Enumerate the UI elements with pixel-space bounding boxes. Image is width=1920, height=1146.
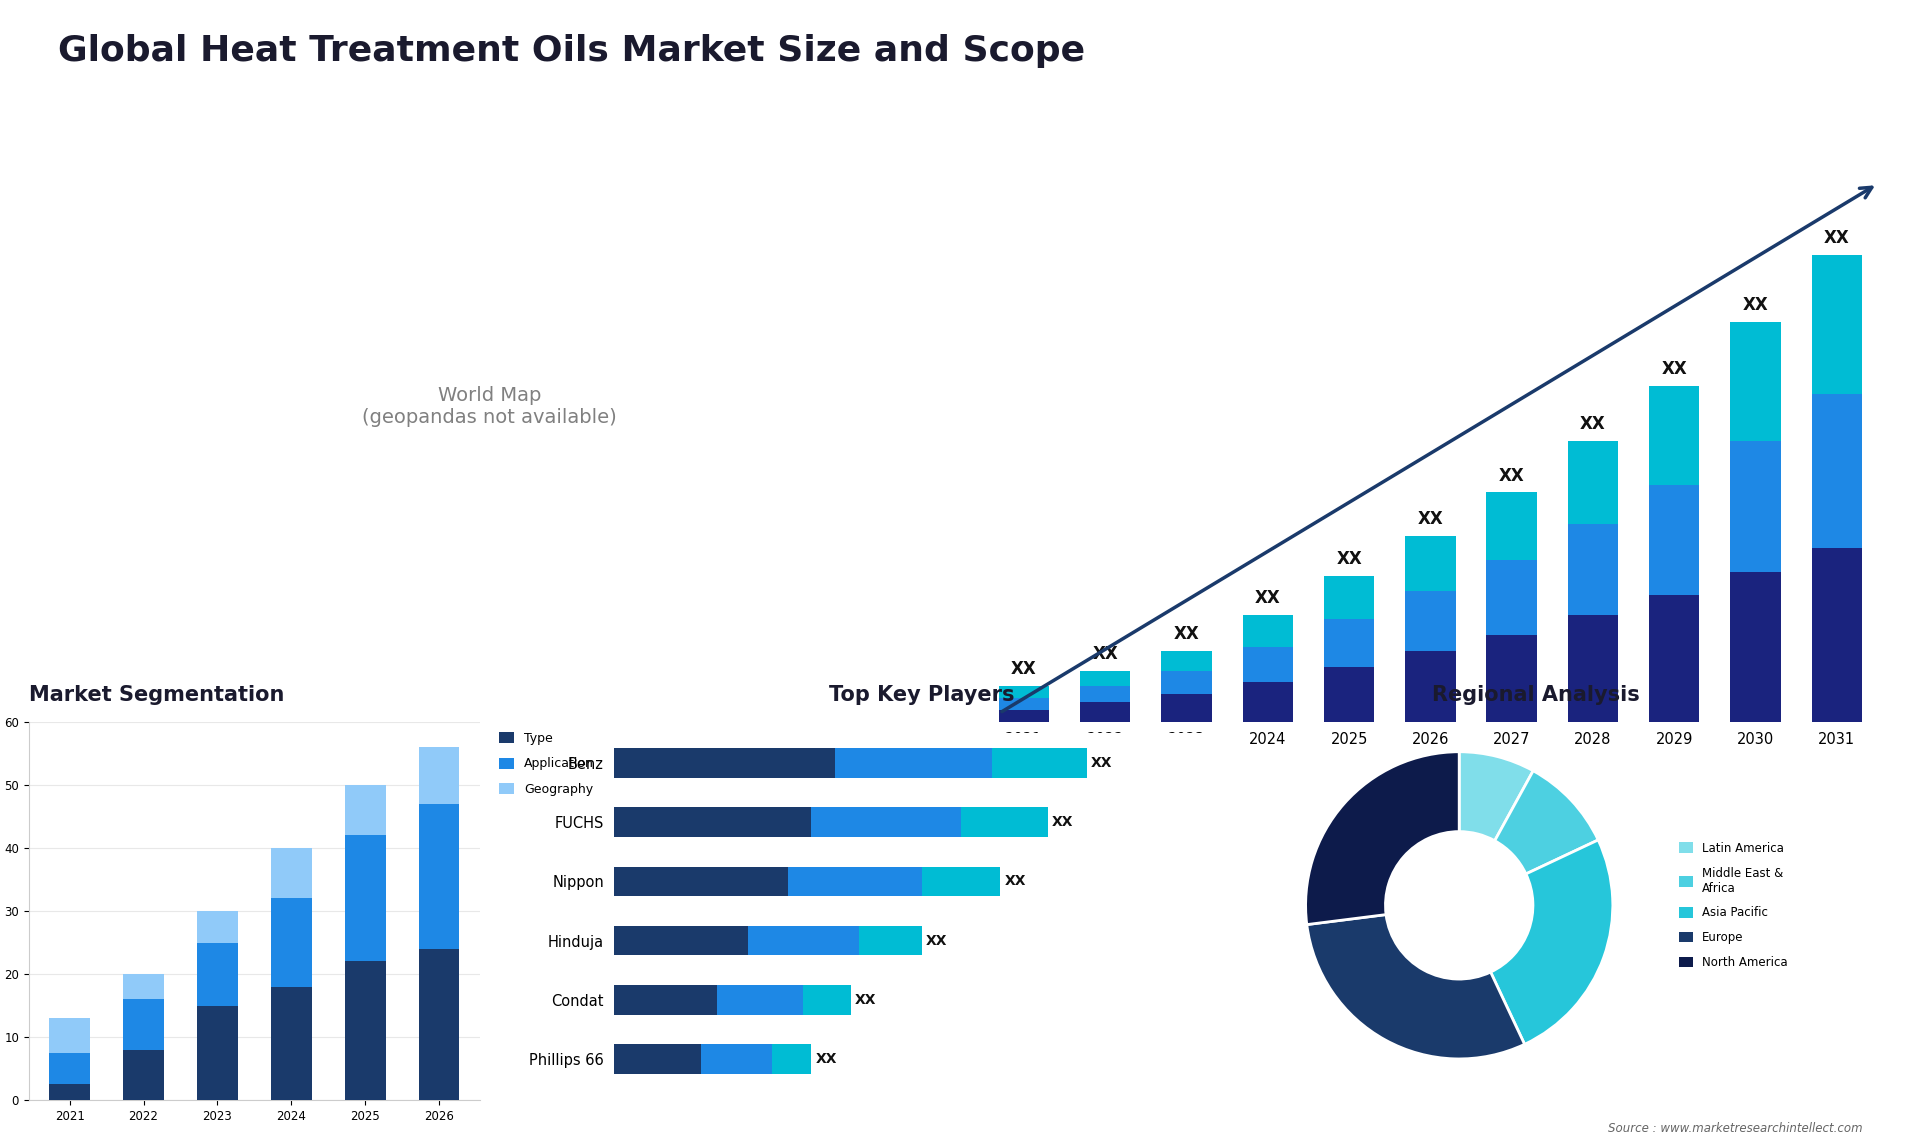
Wedge shape (1459, 752, 1534, 841)
Bar (1081, 686, 1131, 702)
Bar (1486, 493, 1536, 559)
Bar (419, 949, 459, 1100)
Bar (50, 1018, 90, 1053)
Bar (346, 961, 386, 1100)
Bar (1325, 667, 1375, 722)
Bar (1405, 591, 1455, 651)
Bar (998, 711, 1048, 722)
Bar (962, 808, 1048, 837)
Bar (1649, 596, 1699, 722)
Wedge shape (1494, 771, 1597, 874)
Text: XX: XX (854, 992, 876, 1007)
Wedge shape (1490, 840, 1613, 1044)
Bar (1405, 651, 1455, 722)
Text: XX: XX (1336, 550, 1361, 567)
Text: XX: XX (1012, 660, 1037, 678)
Text: Regional Analysis: Regional Analysis (1432, 685, 1640, 705)
Text: XX: XX (1052, 815, 1073, 830)
Bar (812, 808, 962, 837)
Bar (614, 748, 835, 778)
Bar (1242, 682, 1292, 722)
Wedge shape (1308, 915, 1524, 1059)
Bar (993, 748, 1087, 778)
Bar (1730, 441, 1780, 572)
Bar (749, 926, 858, 956)
Text: XX: XX (1743, 297, 1768, 314)
Text: XX: XX (1091, 756, 1112, 770)
Text: XX: XX (816, 1052, 837, 1066)
Bar (123, 999, 163, 1050)
Bar (1162, 694, 1212, 722)
Text: XX: XX (1824, 229, 1849, 248)
Bar (858, 926, 922, 956)
Bar (614, 1044, 701, 1074)
Bar (614, 866, 787, 896)
Legend: Latin America, Middle East &
Africa, Asia Pacific, Europe, North America: Latin America, Middle East & Africa, Asi… (1676, 839, 1789, 972)
Text: World Map
(geopandas not available): World Map (geopandas not available) (363, 386, 616, 427)
Bar (1081, 670, 1131, 686)
Bar (1242, 646, 1292, 682)
Bar (1325, 575, 1375, 619)
Bar (271, 987, 311, 1100)
Bar (1081, 702, 1131, 722)
Bar (1730, 572, 1780, 722)
Bar (998, 698, 1048, 711)
Bar (716, 986, 803, 1014)
Bar (1242, 615, 1292, 646)
Text: XX: XX (1173, 625, 1200, 643)
Bar (1569, 615, 1619, 722)
Bar (787, 866, 922, 896)
Bar (123, 974, 163, 999)
Bar (772, 1044, 812, 1074)
Bar (419, 804, 459, 949)
Text: Market Segmentation: Market Segmentation (29, 685, 284, 705)
Bar (50, 1084, 90, 1100)
Bar (346, 785, 386, 835)
Bar (1812, 393, 1862, 548)
Bar (701, 1044, 772, 1074)
Bar (998, 686, 1048, 698)
Text: Global Heat Treatment Oils Market Size and Scope: Global Heat Treatment Oils Market Size a… (58, 34, 1085, 69)
Bar (1812, 256, 1862, 393)
Bar (1569, 524, 1619, 615)
Bar (198, 942, 238, 1006)
Bar (1162, 651, 1212, 670)
Bar (198, 1006, 238, 1100)
Bar (614, 808, 812, 837)
Text: XX: XX (925, 934, 947, 948)
Text: XX: XX (1092, 645, 1117, 662)
Text: XX: XX (1661, 360, 1688, 378)
Bar (922, 866, 1000, 896)
Bar (1325, 619, 1375, 667)
Text: Top Key Players: Top Key Players (829, 685, 1014, 705)
Bar (271, 848, 311, 898)
Bar (1486, 559, 1536, 635)
Bar (1730, 322, 1780, 441)
Bar (50, 1053, 90, 1084)
Text: XX: XX (1004, 874, 1025, 888)
Text: XX: XX (1580, 415, 1605, 433)
Bar (614, 986, 716, 1014)
Bar (1649, 485, 1699, 596)
Bar (419, 747, 459, 804)
Text: XX: XX (1256, 589, 1281, 607)
Bar (1812, 548, 1862, 722)
Text: XX: XX (1500, 466, 1524, 485)
Text: Source : www.marketresearchintellect.com: Source : www.marketresearchintellect.com (1607, 1122, 1862, 1135)
Bar (835, 748, 993, 778)
Bar (346, 835, 386, 961)
Bar (198, 911, 238, 942)
Bar (1649, 386, 1699, 485)
Legend: Type, Application, Geography: Type, Application, Geography (495, 728, 597, 800)
Bar (1486, 635, 1536, 722)
Bar (1405, 536, 1455, 591)
Bar (1569, 441, 1619, 524)
Bar (614, 926, 749, 956)
Bar (271, 898, 311, 987)
Bar (1162, 670, 1212, 694)
Text: XX: XX (1417, 510, 1444, 528)
Bar (123, 1050, 163, 1100)
Wedge shape (1306, 752, 1459, 925)
Bar (803, 986, 851, 1014)
